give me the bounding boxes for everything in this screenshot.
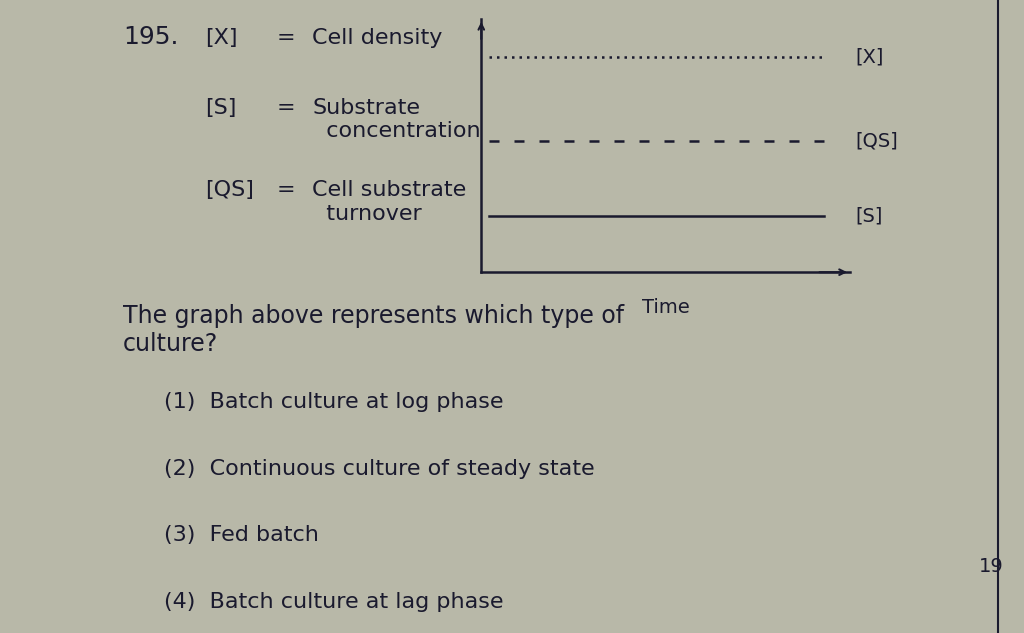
Text: =: = [276, 180, 295, 201]
Text: =: = [276, 28, 295, 49]
Text: [QS]: [QS] [205, 180, 254, 201]
Text: [X]: [X] [205, 28, 238, 49]
Text: Cell density: Cell density [312, 28, 442, 49]
Text: Substrate
  concentration: Substrate concentration [312, 98, 481, 141]
Text: (1)  Batch culture at log phase: (1) Batch culture at log phase [164, 392, 504, 413]
Text: The graph above represents which type of
culture?: The graph above represents which type of… [123, 304, 624, 356]
Text: Time: Time [642, 298, 689, 316]
Text: [QS]: [QS] [855, 131, 898, 150]
Text: [S]: [S] [205, 98, 237, 118]
Text: 19: 19 [979, 557, 1004, 576]
Text: 195.: 195. [123, 25, 178, 49]
Text: [S]: [S] [855, 207, 883, 226]
Text: [X]: [X] [855, 47, 884, 66]
Text: (2)  Continuous culture of steady state: (2) Continuous culture of steady state [164, 459, 595, 479]
Text: (3)  Fed batch: (3) Fed batch [164, 525, 318, 546]
Text: Cell substrate
  turnover: Cell substrate turnover [312, 180, 467, 223]
Text: (4)  Batch culture at lag phase: (4) Batch culture at lag phase [164, 592, 504, 612]
Text: =: = [276, 98, 295, 118]
